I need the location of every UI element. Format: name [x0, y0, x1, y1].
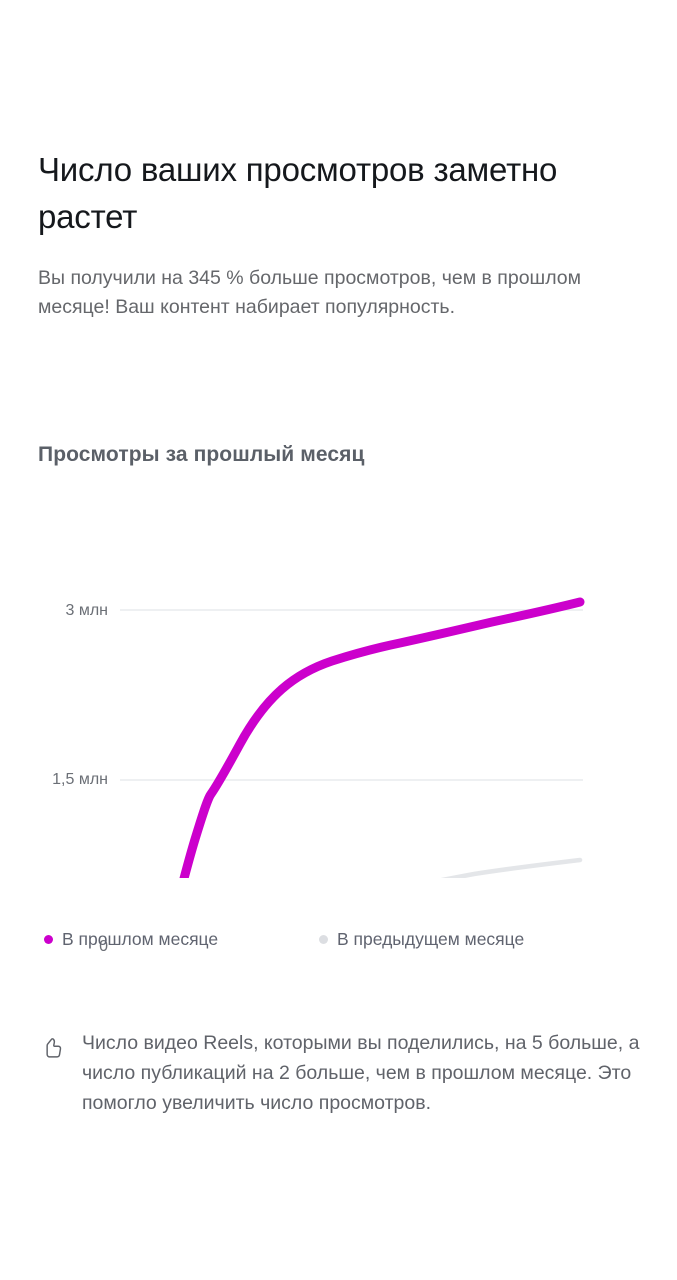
legend-item-last-month[interactable]: В прошлом месяце: [44, 927, 218, 951]
legend-label-last-month: В прошлом месяце: [62, 929, 219, 949]
series-previous-month-line: [440, 857, 583, 878]
chart-legend: В прошлом месяце В предыдущем месяце: [0, 925, 677, 957]
legend-dot-magenta-icon: [44, 934, 53, 944]
page-subtitle: Вы получили на 345 % больше просмотров, …: [38, 267, 582, 318]
legend-label-previous-month: В предыдущем месяце: [337, 929, 525, 949]
legend-dot-grey-icon: [319, 934, 328, 944]
footnote-block: Число видео Reels, которыми вы поделилис…: [40, 1028, 640, 1118]
header-block: Число ваших просмотров заметно растет Вы…: [38, 146, 638, 322]
views-line-chart: 3 млн 1,5 млн 0: [0, 498, 677, 955]
page-title: Число ваших просмотров заметно растет: [38, 151, 558, 235]
chart-section: Просмотры за прошлый месяц 3 млн 1,5 млн…: [0, 440, 677, 955]
chart-gridlines: [120, 609, 583, 781]
footnote-text: Число видео Reels, которыми вы поделилис…: [82, 1032, 640, 1114]
y-axis-tick-1-5m: 1,5 млн: [52, 771, 108, 788]
thumbs-up-icon: [40, 1034, 66, 1060]
legend-item-previous-month[interactable]: В предыдущем месяце: [319, 927, 524, 951]
y-axis-tick-3m: 3 млн: [65, 602, 108, 619]
chart-canvas: [120, 597, 585, 878]
y-axis-tick-0: 0: [99, 938, 108, 955]
series-last-month-line: [179, 597, 585, 878]
chart-title: Просмотры за прошлый месяц: [38, 443, 365, 466]
